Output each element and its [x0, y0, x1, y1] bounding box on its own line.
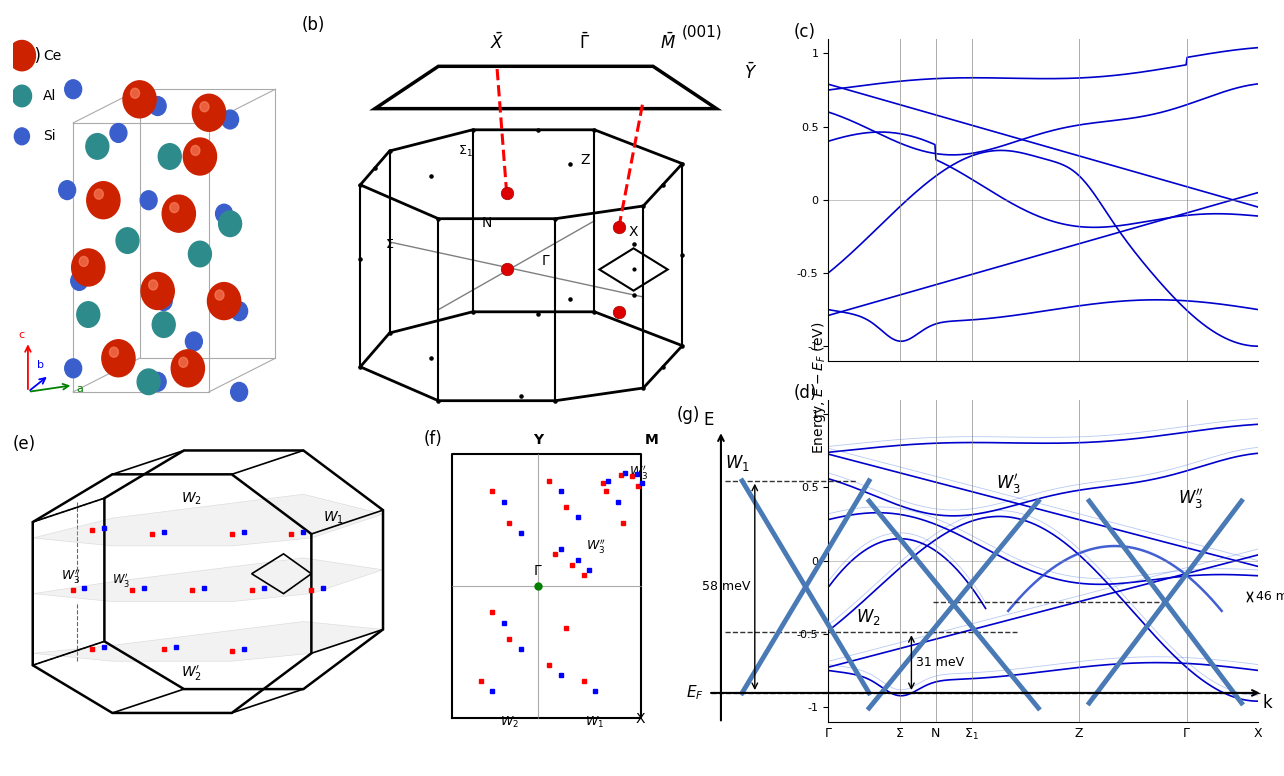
Text: (d): (d) [794, 383, 817, 401]
Circle shape [216, 204, 232, 223]
Circle shape [59, 181, 76, 199]
Circle shape [86, 133, 109, 159]
Circle shape [185, 332, 203, 351]
Text: X: X [629, 224, 638, 239]
Circle shape [158, 144, 181, 169]
Circle shape [131, 88, 140, 99]
Text: $\bar{Y}$: $\bar{Y}$ [743, 63, 758, 83]
Circle shape [72, 249, 105, 286]
Text: $W_2'$: $W_2'$ [181, 664, 203, 683]
Text: $W_3''$: $W_3''$ [587, 536, 606, 555]
Text: $W_2$: $W_2$ [499, 715, 519, 729]
Text: (a): (a) [19, 47, 42, 65]
Circle shape [64, 80, 82, 99]
Text: c: c [19, 330, 24, 340]
Text: 46 meV: 46 meV [1256, 591, 1284, 604]
Polygon shape [33, 494, 383, 546]
Circle shape [101, 340, 135, 377]
Text: $W_3''$: $W_3''$ [60, 567, 81, 585]
Circle shape [162, 195, 195, 232]
Circle shape [14, 128, 30, 145]
Circle shape [110, 123, 127, 142]
Circle shape [71, 272, 87, 290]
Text: M: M [645, 433, 659, 447]
Text: $\Sigma_1$: $\Sigma_1$ [458, 144, 473, 159]
Text: $W_3''$: $W_3''$ [1177, 487, 1204, 511]
Text: Y: Y [533, 433, 543, 447]
Text: (001): (001) [682, 25, 722, 40]
Text: Al: Al [44, 89, 56, 103]
Circle shape [94, 189, 103, 199]
Circle shape [200, 102, 209, 112]
Circle shape [149, 372, 166, 391]
Text: b: b [37, 360, 44, 370]
Circle shape [155, 292, 172, 310]
Text: Z: Z [580, 153, 589, 167]
Text: $W_1$: $W_1$ [586, 715, 605, 729]
Text: E: E [704, 411, 714, 429]
Polygon shape [33, 622, 383, 661]
Polygon shape [33, 558, 383, 601]
Circle shape [169, 203, 178, 213]
Text: $W_1$: $W_1$ [324, 510, 344, 526]
Text: 31 meV: 31 meV [915, 656, 964, 669]
Text: $E_F$: $E_F$ [686, 684, 704, 702]
Circle shape [189, 241, 212, 267]
Circle shape [171, 350, 204, 387]
Circle shape [191, 145, 200, 155]
Text: (g): (g) [677, 406, 700, 424]
Circle shape [149, 280, 158, 290]
Text: $W_3'$: $W_3'$ [629, 462, 648, 481]
Circle shape [222, 110, 239, 129]
Text: (e): (e) [13, 435, 36, 452]
Text: $W_3'$: $W_3'$ [996, 472, 1021, 496]
Text: $\Gamma$: $\Gamma$ [541, 255, 551, 268]
Circle shape [149, 97, 166, 116]
Circle shape [231, 383, 248, 401]
Text: (c): (c) [794, 23, 815, 40]
Text: $\bar{M}$: $\bar{M}$ [660, 33, 675, 54]
Circle shape [123, 81, 157, 118]
Circle shape [153, 312, 175, 338]
Text: X: X [636, 712, 646, 726]
Text: N: N [482, 217, 492, 230]
Circle shape [13, 85, 32, 107]
Text: k: k [1262, 694, 1272, 712]
Text: $\Sigma$: $\Sigma$ [385, 238, 394, 251]
Circle shape [184, 138, 217, 175]
Text: Si: Si [44, 130, 55, 144]
Text: $W_1$: $W_1$ [725, 453, 750, 473]
Text: 58 meV: 58 meV [702, 580, 751, 594]
Circle shape [208, 282, 240, 320]
Circle shape [178, 357, 187, 367]
Circle shape [193, 95, 226, 131]
Circle shape [141, 272, 175, 310]
Circle shape [8, 40, 36, 71]
Text: $W_2$: $W_2$ [856, 608, 881, 627]
Circle shape [140, 191, 157, 210]
Text: $\bar{\Gamma}$: $\bar{\Gamma}$ [579, 33, 591, 54]
Circle shape [109, 347, 118, 357]
Text: $W_3'$: $W_3'$ [113, 571, 131, 589]
Circle shape [77, 302, 100, 327]
Circle shape [214, 290, 225, 300]
Circle shape [231, 302, 248, 320]
Circle shape [64, 359, 82, 378]
Text: $\Gamma$: $\Gamma$ [533, 564, 543, 578]
Circle shape [116, 228, 139, 253]
Circle shape [87, 182, 119, 219]
Circle shape [80, 256, 89, 266]
Text: $\bar{X}$: $\bar{X}$ [489, 33, 505, 54]
Text: (f): (f) [424, 430, 443, 448]
Text: $W_2$: $W_2$ [181, 490, 203, 507]
Text: Energy, $E-E_F$ (eV): Energy, $E-E_F$ (eV) [810, 322, 828, 454]
Text: (b): (b) [302, 16, 325, 33]
Text: a: a [76, 384, 83, 394]
Circle shape [218, 211, 241, 237]
Text: Ce: Ce [44, 49, 62, 63]
Circle shape [137, 369, 160, 394]
